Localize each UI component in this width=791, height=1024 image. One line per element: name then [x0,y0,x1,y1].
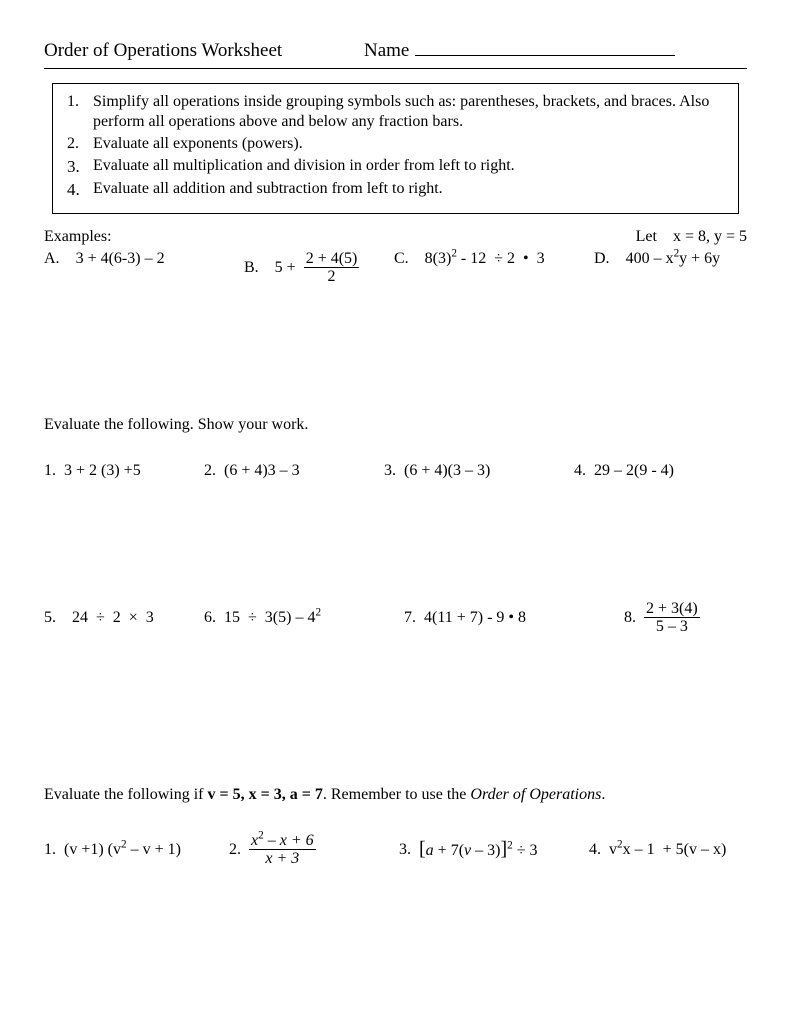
rule-item: 3. Evaluate all multiplication and divis… [67,156,724,177]
example-expression: 400 – x2y + 6y [626,250,721,268]
problem-expression: 4(11 + 7) - 9 • 8 [424,609,526,627]
problem-row: 5. 24 ÷ 2 × 3 6. 15 ÷ 3(5) – 42 7. 4(11 … [44,600,747,636]
problem-number: 2. [204,462,216,480]
problem-expression: 15 ÷ 3(5) – 42 [224,609,321,627]
rule-text: Evaluate all exponents (powers). [93,134,303,154]
problem-expression: 24 ÷ 2 × 3 [64,609,154,627]
problem: 6. 15 ÷ 3(5) – 42 [204,600,404,636]
problem-number: 5. [44,609,56,627]
problem: 4. 29 – 2(9 - 4) [574,462,747,480]
rule-text: Simplify all operations inside grouping … [93,92,724,132]
problem-expression: (6 + 4)(3 – 3) [404,462,490,480]
problem: 8. 2 + 3(4) 5 – 3 [624,600,747,636]
problem: 5. 24 ÷ 2 × 3 [44,600,204,636]
example-label: A. [44,250,60,268]
problem-expression: 3 + 2 (3) +5 [64,462,141,480]
problem-row: 1. 3 + 2 (3) +5 2. (6 + 4)3 – 3 3. (6 + … [44,462,747,480]
problem-number: 1. [44,462,56,480]
problem-number: 7. [404,609,416,627]
problem: 2. (6 + 4)3 – 3 [204,462,384,480]
problem: 1. (v +1) (v2 – v + 1) [44,832,229,868]
problem-expression: 2 + 3(4) 5 – 3 [644,600,700,636]
problem-expression: x2 – x + 6 x + 3 [249,832,316,868]
problem: 4. v2x – 1 + 5(v – x) [589,832,747,868]
examples-row: A. 3 + 4(6-3) – 2 B. 5 + 2 + 4(5) 2 C. 8… [44,250,747,286]
section-1: Evaluate the following. Show your work. … [44,416,747,636]
example-label: C. [394,250,409,268]
example-label: D. [594,250,610,268]
problem-number: 6. [204,609,216,627]
example-expression: 5 + 2 + 4(5) 2 [275,250,360,286]
section-title: Evaluate the following if v = 5, x = 3, … [44,786,747,804]
problem-expression: [a + 7(v – 3)]2 ÷ 3 [419,838,538,861]
rule-number: 4. [67,179,93,200]
section-2: Evaluate the following if v = 5, x = 3, … [44,786,747,868]
problem: 3. [a + 7(v – 3)]2 ÷ 3 [399,832,589,868]
problem-expression: (v +1) (v2 – v + 1) [64,841,181,859]
header-divider [44,68,747,69]
problem-number: 4. [589,841,601,859]
section-title: Evaluate the following. Show your work. [44,416,747,434]
rule-item: 4. Evaluate all addition and subtraction… [67,179,724,200]
problem: 1. 3 + 2 (3) +5 [44,462,204,480]
name-label: Name [364,40,409,62]
example-label: B. [244,259,259,277]
example-expression: 8(3)2 - 12 ÷ 2 • 3 [425,250,545,268]
rule-text: Evaluate all multiplication and division… [93,156,515,177]
problem-number: 2. [229,841,241,859]
problem: 7. 4(11 + 7) - 9 • 8 [404,600,624,636]
problem-number: 4. [574,462,586,480]
name-input-line[interactable] [415,38,675,56]
problem: 2. x2 – x + 6 x + 3 [229,832,399,868]
problem-number: 1. [44,841,56,859]
rules-box: 1. Simplify all operations inside groupi… [52,83,739,214]
problem-expression: (6 + 4)3 – 3 [224,462,300,480]
problem: 3. (6 + 4)(3 – 3) [384,462,574,480]
rule-text: Evaluate all addition and subtraction fr… [93,179,443,200]
problem-number: 3. [399,841,411,859]
rule-item: 1. Simplify all operations inside groupi… [67,92,724,132]
problem-expression: 29 – 2(9 - 4) [594,462,674,480]
examples-label: Examples: [44,228,112,246]
rule-number: 2. [67,134,93,154]
example-expression: 3 + 4(6-3) – 2 [76,250,165,268]
rule-number: 1. [67,92,93,132]
rule-item: 2. Evaluate all exponents (powers). [67,134,724,154]
problem-number: 8. [624,609,636,627]
let-statement: Let x = 8, y = 5 [636,228,747,246]
problem-row: 1. (v +1) (v2 – v + 1) 2. x2 – x + 6 x +… [44,832,747,868]
worksheet-title: Order of Operations Worksheet [44,40,364,62]
problem-number: 3. [384,462,396,480]
rule-number: 3. [67,156,93,177]
problem-expression: v2x – 1 + 5(v – x) [609,841,726,859]
